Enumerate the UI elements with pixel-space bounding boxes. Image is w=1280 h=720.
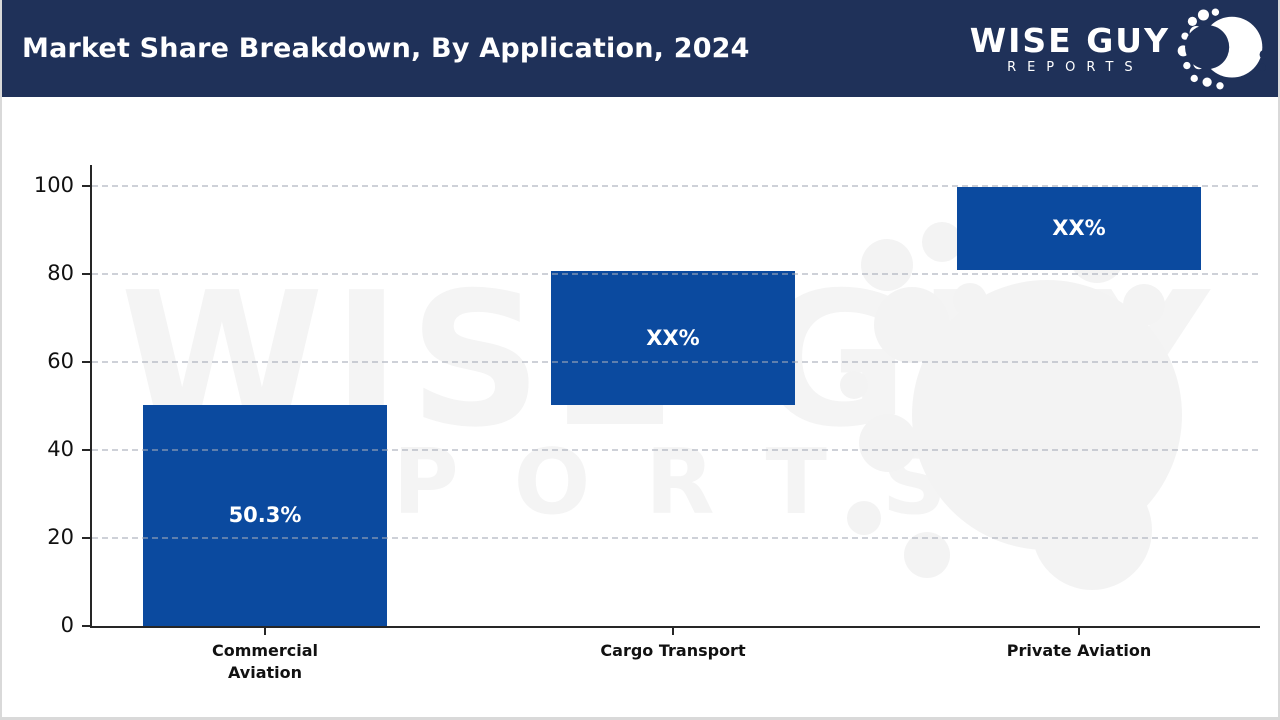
y-axis-tick-label: 60 [47,349,74,373]
bar-value-label: XX% [646,325,700,350]
logo-text: WISE GUY REPORTS [970,24,1170,74]
bar-value-label: XX% [1052,216,1106,241]
logo-wordmark: WISE GUY [969,20,1170,60]
y-axis-line [90,165,92,628]
y-axis-tick-label: 0 [60,613,74,637]
bar-value-label: 50.3% [228,503,302,528]
y-axis-tick [82,449,90,451]
gridline [92,185,1258,187]
gridline [92,361,1258,363]
header-bar: Market Share Breakdown, By Application, … [2,0,1278,97]
y-axis-tick [82,537,90,539]
gridline [92,537,1258,539]
y-axis-tick-label: 80 [47,261,74,285]
waterfall-bar: XX% [551,270,795,405]
y-axis-tick [82,361,90,363]
x-axis-category-label: Commercial Aviation [211,641,319,682]
gridline [92,449,1258,451]
y-axis-tick-label: 20 [47,525,74,549]
y-axis-tick [82,625,90,627]
wiseguy-logo: WISE GUY REPORTS [970,6,1266,92]
y-axis-tick [82,185,90,187]
x-axis-tick [1078,628,1080,635]
y-axis-tick [82,273,90,275]
y-axis-tick-label: 100 [33,173,74,197]
waterfall-bar: 50.3% [143,404,387,626]
x-axis-category-label: Cargo Transport [600,641,746,660]
waterfall-bar: XX% [957,186,1201,270]
gridline [92,273,1258,275]
x-axis-tick [672,628,674,635]
logo-head-icon [1177,8,1266,89]
page-title: Market Share Breakdown, By Application, … [22,33,750,64]
x-axis-tick [264,628,266,635]
y-axis-tick-label: 40 [47,437,74,461]
x-axis-line [90,626,1260,628]
logo-subtitle: REPORTS [1007,59,1144,75]
x-axis-category-label: Private Aviation [1006,641,1152,660]
